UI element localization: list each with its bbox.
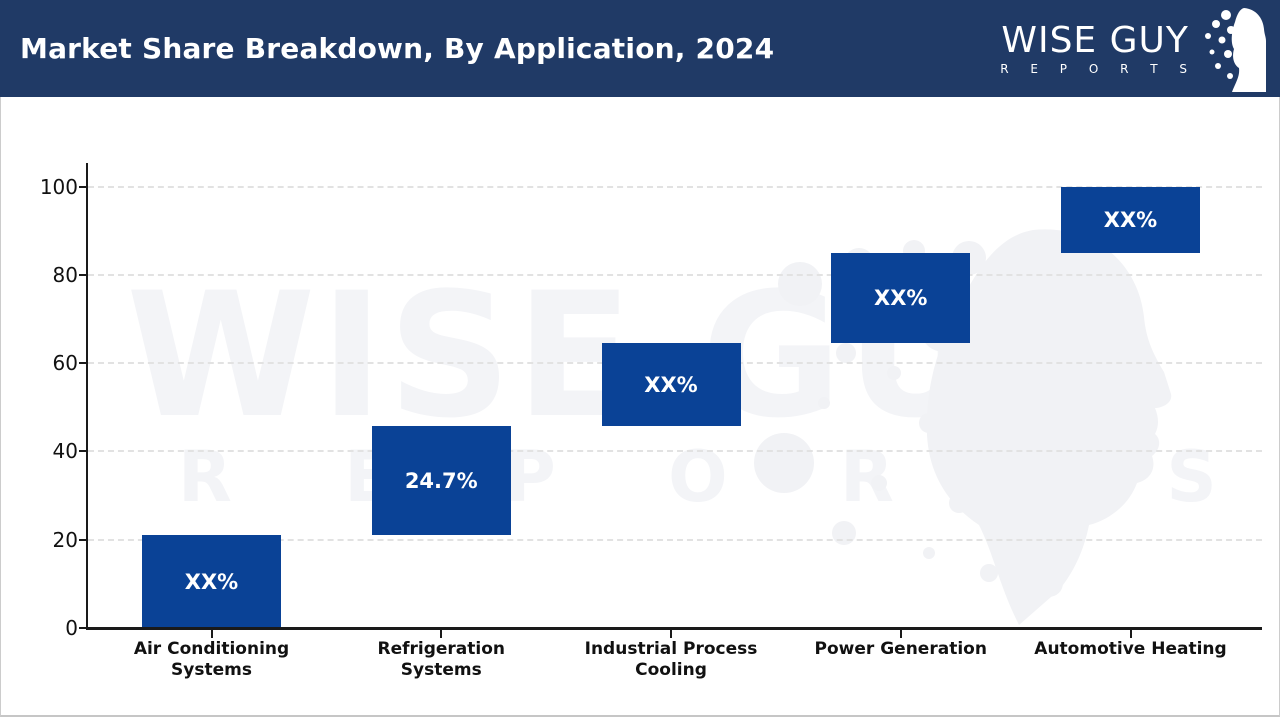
- bar-segment: [142, 535, 281, 628]
- bar-value-label: XX%: [874, 285, 928, 310]
- wiseguy-logo: WISE GUY R E P O R T S: [994, 6, 1266, 92]
- chart-title: Market Share Breakdown, By Application, …: [20, 32, 775, 65]
- bar-value-label: XX%: [184, 569, 239, 594]
- y-tick-mark: [79, 362, 87, 365]
- gridline: [88, 185, 1262, 188]
- header-bar: Market Share Breakdown, By Application, …: [0, 0, 1280, 97]
- logo-wiseguy-label: WISE GUY: [1001, 20, 1189, 61]
- x-tick-mark: [899, 630, 902, 638]
- x-tick-mark: [440, 630, 443, 638]
- bar-segment: [831, 252, 971, 344]
- x-tick-mark: [670, 630, 672, 638]
- y-tick-label: 60: [52, 351, 78, 376]
- y-tick-label: 80: [52, 262, 78, 287]
- bar-value-label: XX%: [1103, 207, 1158, 232]
- x-axis-label: Air Conditioning Systems: [133, 639, 290, 681]
- x-axis-line: [86, 627, 1262, 630]
- y-tick-mark: [79, 538, 87, 541]
- x-axis-label: Power Generation: [814, 639, 987, 659]
- y-tick-label: 0: [65, 616, 78, 640]
- bar-segment: [1061, 186, 1200, 253]
- logo-text: WISE GUY R E P O R T S: [994, 20, 1196, 76]
- y-tick-label: 20: [52, 527, 78, 552]
- y-tick-mark: [79, 450, 87, 453]
- bar-segment: [371, 426, 511, 536]
- y-tick-mark: [79, 185, 87, 188]
- x-axis-label: Industrial Process Cooling: [584, 639, 758, 681]
- y-tick-mark: [79, 627, 87, 629]
- y-axis-line: [86, 163, 88, 629]
- logo-reports-label: R E P O R T S: [1000, 62, 1196, 76]
- y-tick-label: 40: [52, 439, 78, 464]
- bar-value-label: 24.7%: [404, 468, 478, 493]
- bar-segment: [601, 343, 741, 427]
- x-tick-mark: [210, 630, 213, 638]
- bar-value-label: XX%: [644, 372, 698, 397]
- x-tick-mark: [1129, 630, 1132, 638]
- gridline: [88, 450, 1262, 453]
- logo-dotted-head-icon: [1205, 8, 1266, 92]
- y-tick-mark: [79, 273, 87, 276]
- x-axis-label: Refrigeration Systems: [377, 639, 506, 681]
- gridline: [88, 273, 1262, 276]
- y-tick-label: 100: [39, 174, 78, 199]
- x-axis-label: Automotive Heating: [1034, 639, 1227, 659]
- gridline: [88, 538, 1262, 541]
